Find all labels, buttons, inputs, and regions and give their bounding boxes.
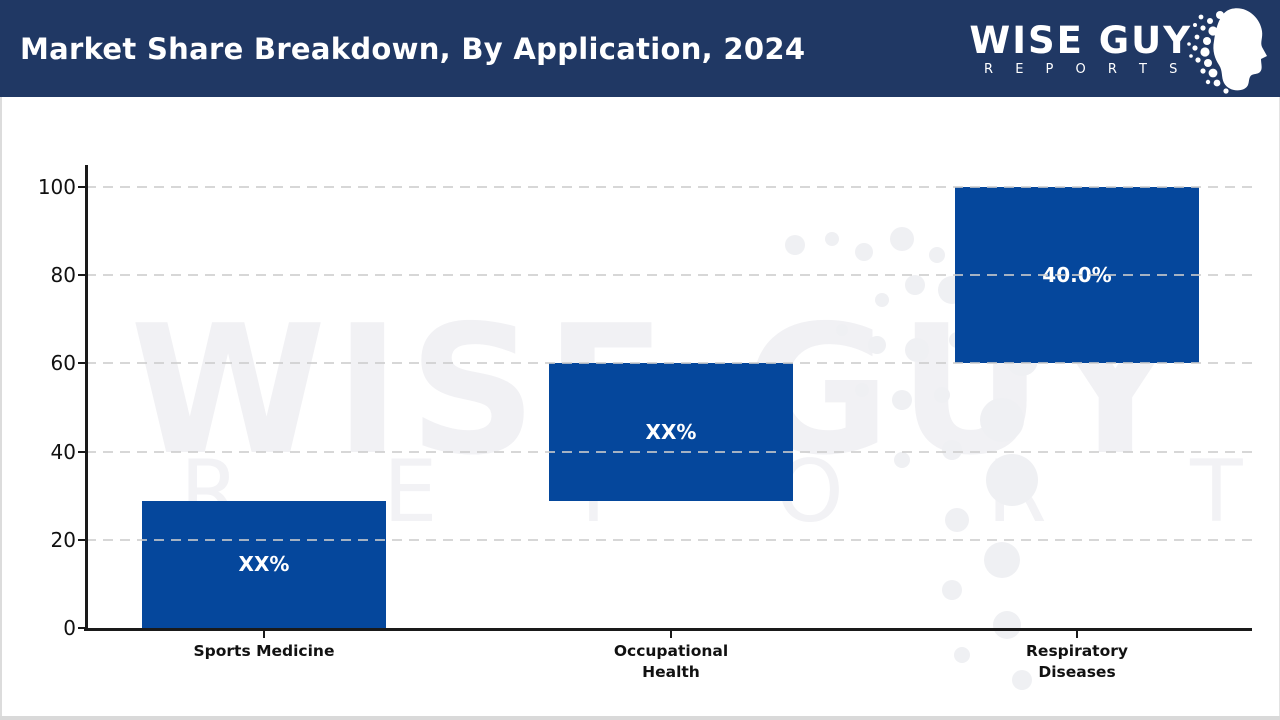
y-tick-mark [78,627,86,629]
x-tick-mark [1076,631,1078,638]
wiseguy-logo-text: WISE GUY R E P O R T S [969,22,1192,76]
logo-wordmark: WISE GUY [969,18,1192,62]
y-tick-mark [78,538,86,541]
y-tick-mark [78,186,86,188]
y-tick-label: 40 [50,439,76,464]
bar-segment-sports-medicine: XX% [142,500,386,628]
y-tick-label: 80 [50,263,76,288]
bar-value-label: XX% [238,552,290,577]
x-tick-mark [670,631,672,638]
y-tick-label: 100 [37,175,76,199]
bar-segment-occupational-health: XX% [549,363,793,501]
y-gridline [86,274,1252,277]
y-tick-label: 20 [50,527,76,552]
y-tick-label: 60 [50,351,76,376]
x-tick-mark [263,631,265,638]
y-gridline [86,450,1252,453]
chart-area: WISE GUY R E P O R T S 020406080100XX%XX… [0,97,1280,720]
logo-subtitle: R E P O R T S [984,61,1187,77]
y-gridline [86,538,1252,541]
y-gridline [86,186,1252,188]
x-category-label: Occupational Health [613,642,729,681]
y-tick-mark [78,362,86,365]
y-axis-spine [85,165,88,631]
y-tick-mark [78,450,86,453]
x-category-label: Sports Medicine [193,642,335,660]
bottom-border-strip [0,716,1280,720]
x-category-label: Respiratory Diseases [1026,642,1128,681]
header-bar: Market Share Breakdown, By Application, … [0,0,1280,97]
y-gridline [86,362,1252,365]
page-title: Market Share Breakdown, By Application, … [20,31,806,66]
y-tick-mark [78,274,86,277]
wiseguy-logo: WISE GUY R E P O R T S [969,3,1280,95]
x-axis-spine [84,628,1252,631]
y-tick-label: 0 [63,616,76,640]
dotted-head-profile-icon [1187,7,1267,94]
bar-value-label: XX% [645,420,697,445]
